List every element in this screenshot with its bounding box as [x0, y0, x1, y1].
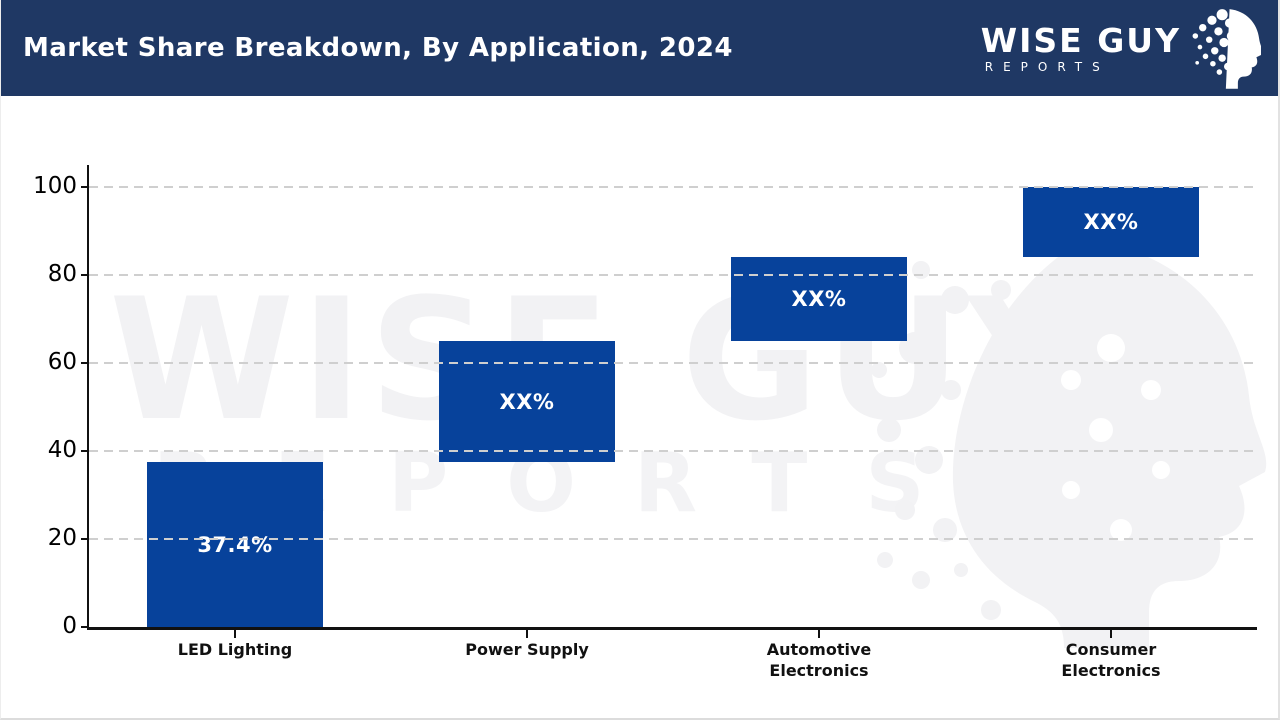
y-tick-0 [81, 626, 89, 628]
x-tick-led-lighting [234, 629, 236, 638]
x-label-consumer-electronics: Consumer Electronics [1061, 640, 1161, 680]
y-tick-100 [81, 186, 89, 188]
bar-consumer-electronics: XX% [1023, 187, 1199, 258]
y-tick-label-80: 80 [47, 261, 77, 287]
x-tick-automotive-electronics [818, 629, 820, 638]
y-tick-label-0: 0 [62, 613, 77, 639]
logo-wordmark-line1: WISE GUY [980, 20, 1181, 60]
page-title: Market Share Breakdown, By Application, … [23, 33, 733, 63]
y-tick-label-60: 60 [47, 349, 77, 375]
y-tick-label-40: 40 [47, 437, 77, 463]
gridline-20 [89, 538, 1257, 540]
y-tick-40 [81, 450, 89, 452]
logo-wordmark: WISE GUY REPORTS [980, 20, 1181, 74]
y-axis-line [87, 165, 89, 630]
wise-guy-reports-logo: WISE GUY REPORTS [981, 6, 1261, 90]
x-tick-power-supply [526, 629, 528, 638]
logo-head-icon [1192, 9, 1261, 89]
header: Market Share Breakdown, By Application, … [1, 0, 1278, 96]
x-axis-line [87, 627, 1257, 630]
x-tick-consumer-electronics [1110, 629, 1112, 638]
x-label-power-supply: Power Supply [465, 640, 589, 659]
gridline-100 [89, 186, 1257, 188]
x-label-led-lighting: LED Lighting [177, 640, 293, 659]
bar-value-label: XX% [791, 287, 847, 312]
y-tick-label-100: 100 [33, 173, 77, 199]
bar-value-label: XX% [499, 389, 555, 414]
gridline-80 [89, 274, 1257, 276]
bar-led-lighting: 37.4% [147, 462, 323, 627]
y-tick-label-20: 20 [47, 525, 77, 551]
bar-automotive-electronics: XX% [731, 257, 907, 341]
y-tick-60 [81, 362, 89, 364]
bar-value-label: 37.4% [197, 532, 273, 557]
logo-wordmark-line2: REPORTS [984, 59, 1110, 74]
bar-value-label: XX% [1083, 210, 1139, 235]
y-tick-20 [81, 538, 89, 540]
x-label-automotive-electronics: Automotive Electronics [766, 640, 872, 680]
y-tick-80 [81, 274, 89, 276]
gridline-40 [89, 450, 1257, 452]
gridline-60 [89, 362, 1257, 364]
bar-power-supply: XX% [439, 341, 615, 463]
